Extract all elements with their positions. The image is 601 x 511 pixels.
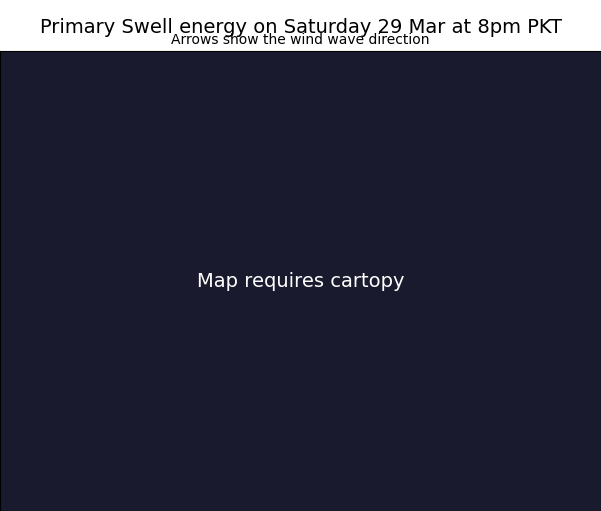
Text: Arrows show the wind wave direction: Arrows show the wind wave direction	[171, 33, 430, 47]
Text: Primary Swell energy on Saturday 29 Mar at 8pm PKT: Primary Swell energy on Saturday 29 Mar …	[40, 18, 561, 37]
Text: Map requires cartopy: Map requires cartopy	[197, 271, 404, 291]
